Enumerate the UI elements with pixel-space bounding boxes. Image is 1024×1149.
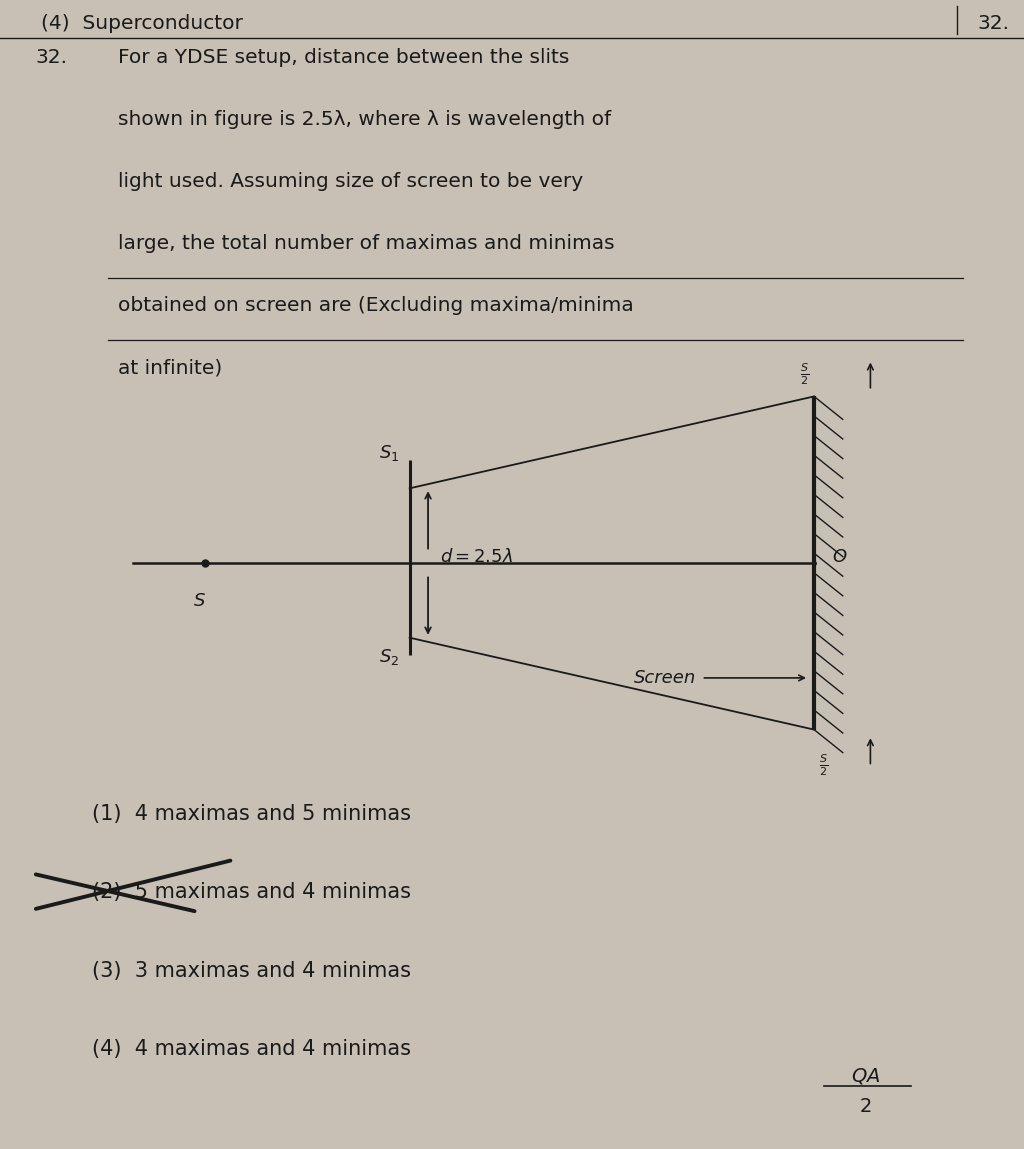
Text: 32.: 32. (978, 14, 1010, 33)
Text: $\frac{S}{2}$: $\frac{S}{2}$ (800, 362, 809, 387)
Text: O: O (833, 548, 847, 566)
Text: $S_2$: $S_2$ (379, 647, 399, 666)
Text: (2)  5 maximas and 4 minimas: (2) 5 maximas and 4 minimas (92, 882, 412, 902)
Text: $\mathit{QA}$: $\mathit{QA}$ (851, 1066, 880, 1086)
Text: shown in figure is 2.5λ, where λ is wavelength of: shown in figure is 2.5λ, where λ is wave… (118, 110, 611, 130)
Text: (3)  3 maximas and 4 minimas: (3) 3 maximas and 4 minimas (92, 961, 412, 980)
Text: $\frac{S}{2}$: $\frac{S}{2}$ (819, 753, 828, 778)
Text: For a YDSE setup, distance between the slits: For a YDSE setup, distance between the s… (118, 48, 569, 68)
Text: $S_1$: $S_1$ (379, 444, 399, 463)
Text: $\mathit{2}$: $\mathit{2}$ (859, 1097, 871, 1117)
Text: S: S (194, 592, 206, 610)
Text: (4)  Superconductor: (4) Superconductor (41, 14, 243, 33)
Text: (4)  4 maximas and 4 minimas: (4) 4 maximas and 4 minimas (92, 1039, 412, 1058)
Text: $d = 2.5\lambda$: $d = 2.5\lambda$ (440, 548, 513, 566)
Text: light used. Assuming size of screen to be very: light used. Assuming size of screen to b… (118, 172, 583, 192)
Text: large, the total number of maximas and minimas: large, the total number of maximas and m… (118, 234, 614, 254)
Text: obtained on screen are (Excluding maxima/minima: obtained on screen are (Excluding maxima… (118, 296, 634, 316)
Text: at infinite): at infinite) (118, 358, 222, 378)
Text: (1)  4 maximas and 5 minimas: (1) 4 maximas and 5 minimas (92, 804, 412, 824)
Text: Screen: Screen (634, 669, 696, 687)
Text: 32.: 32. (36, 48, 68, 68)
